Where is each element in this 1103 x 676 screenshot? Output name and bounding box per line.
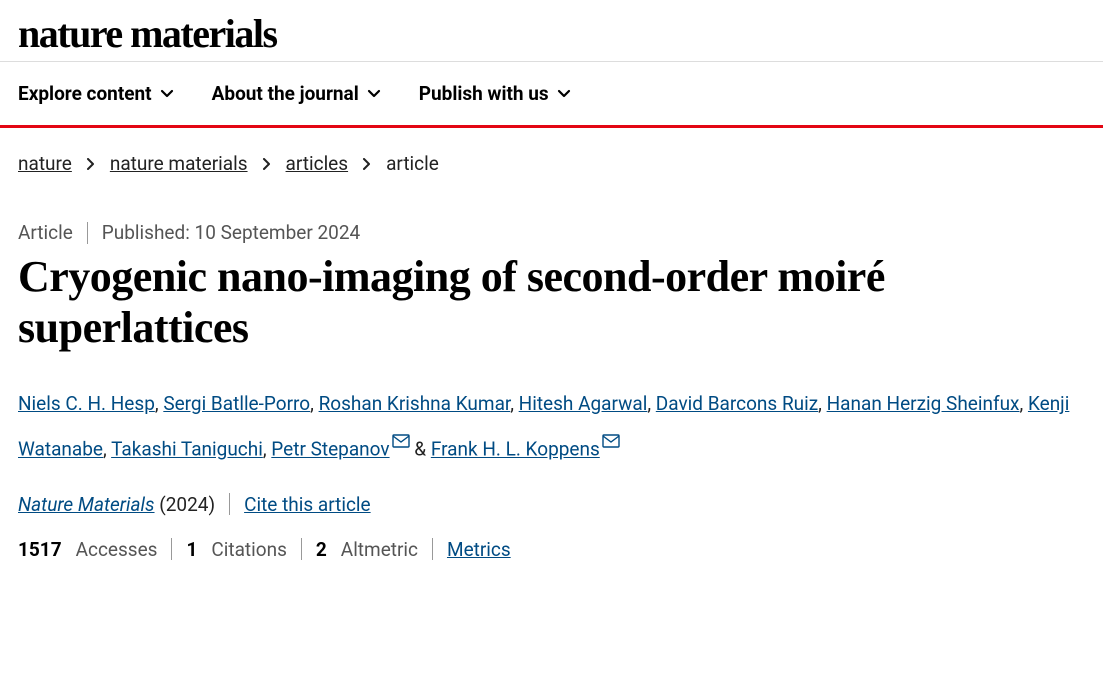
primary-nav: Explore content About the journal Publis… — [0, 61, 1103, 128]
altmetric-count: 2 — [316, 538, 327, 561]
nav-label: Explore content — [18, 82, 152, 105]
breadcrumb: nature nature materials articles article — [0, 128, 1103, 175]
article-title: Cryogenic nano-imaging of second-order m… — [0, 244, 1000, 353]
citations-label: Citations — [211, 538, 287, 561]
author-link[interactable]: Takashi Taniguchi — [111, 438, 263, 461]
author-link[interactable]: Hitesh Agarwal — [519, 392, 648, 415]
citations-count: 1 — [186, 538, 197, 561]
masthead: nature materials — [0, 0, 1103, 61]
author-link[interactable]: David Barcons Ruiz — [656, 392, 818, 415]
mail-icon[interactable] — [392, 423, 410, 461]
nav-label: About the journal — [212, 82, 359, 105]
divider — [432, 538, 433, 560]
altmetric-label: Altmetric — [341, 538, 418, 561]
author-link[interactable]: Roshan Krishna Kumar — [319, 392, 511, 415]
author-list: Niels C. H. Hesp, Sergi Batlle-Porro, Ro… — [0, 353, 1103, 468]
article-meta: Article Published: 10 September 2024 — [0, 175, 1103, 244]
journal-brand[interactable]: nature materials — [18, 10, 1085, 57]
journal-citation-line: Nature Materials (2024) Cite this articl… — [0, 469, 1103, 516]
nav-about-journal[interactable]: About the journal — [212, 62, 381, 125]
author-link[interactable]: Hanan Herzig Sheinfux — [827, 392, 1020, 415]
chevron-right-icon — [86, 158, 96, 170]
nav-label: Publish with us — [419, 82, 549, 105]
article-metrics: 1517 Accesses 1 Citations 2 Altmetric Me… — [0, 516, 1103, 581]
accesses-count: 1517 — [18, 538, 62, 561]
article-type: Article — [18, 221, 73, 244]
journal-name-link[interactable]: Nature Materials — [18, 493, 155, 516]
mail-icon[interactable] — [602, 423, 620, 461]
chevron-right-icon — [362, 158, 372, 170]
journal-year: (2024) — [159, 493, 215, 516]
nav-explore-content[interactable]: Explore content — [18, 62, 174, 125]
published-date: Published: 10 September 2024 — [102, 221, 360, 244]
breadcrumb-articles[interactable]: articles — [286, 152, 349, 175]
author-link[interactable]: Frank H. L. Koppens — [431, 438, 600, 461]
chevron-down-icon — [367, 87, 381, 101]
chevron-right-icon — [262, 158, 272, 170]
author-link[interactable]: Petr Stepanov — [271, 438, 389, 461]
divider — [87, 222, 88, 244]
divider — [301, 538, 302, 560]
chevron-down-icon — [160, 87, 174, 101]
breadcrumb-nature[interactable]: nature — [18, 152, 72, 175]
nav-publish-with-us[interactable]: Publish with us — [419, 62, 571, 125]
author-link[interactable]: Sergi Batlle-Porro — [163, 392, 310, 415]
author-link[interactable]: Niels C. H. Hesp — [18, 392, 155, 415]
divider — [229, 493, 230, 515]
accesses-label: Accesses — [76, 538, 158, 561]
cite-article-link[interactable]: Cite this article — [244, 493, 371, 516]
metrics-link[interactable]: Metrics — [447, 538, 511, 561]
breadcrumb-nature-materials[interactable]: nature materials — [110, 152, 248, 175]
divider — [171, 538, 172, 560]
breadcrumb-current: article — [386, 152, 439, 175]
chevron-down-icon — [557, 87, 571, 101]
